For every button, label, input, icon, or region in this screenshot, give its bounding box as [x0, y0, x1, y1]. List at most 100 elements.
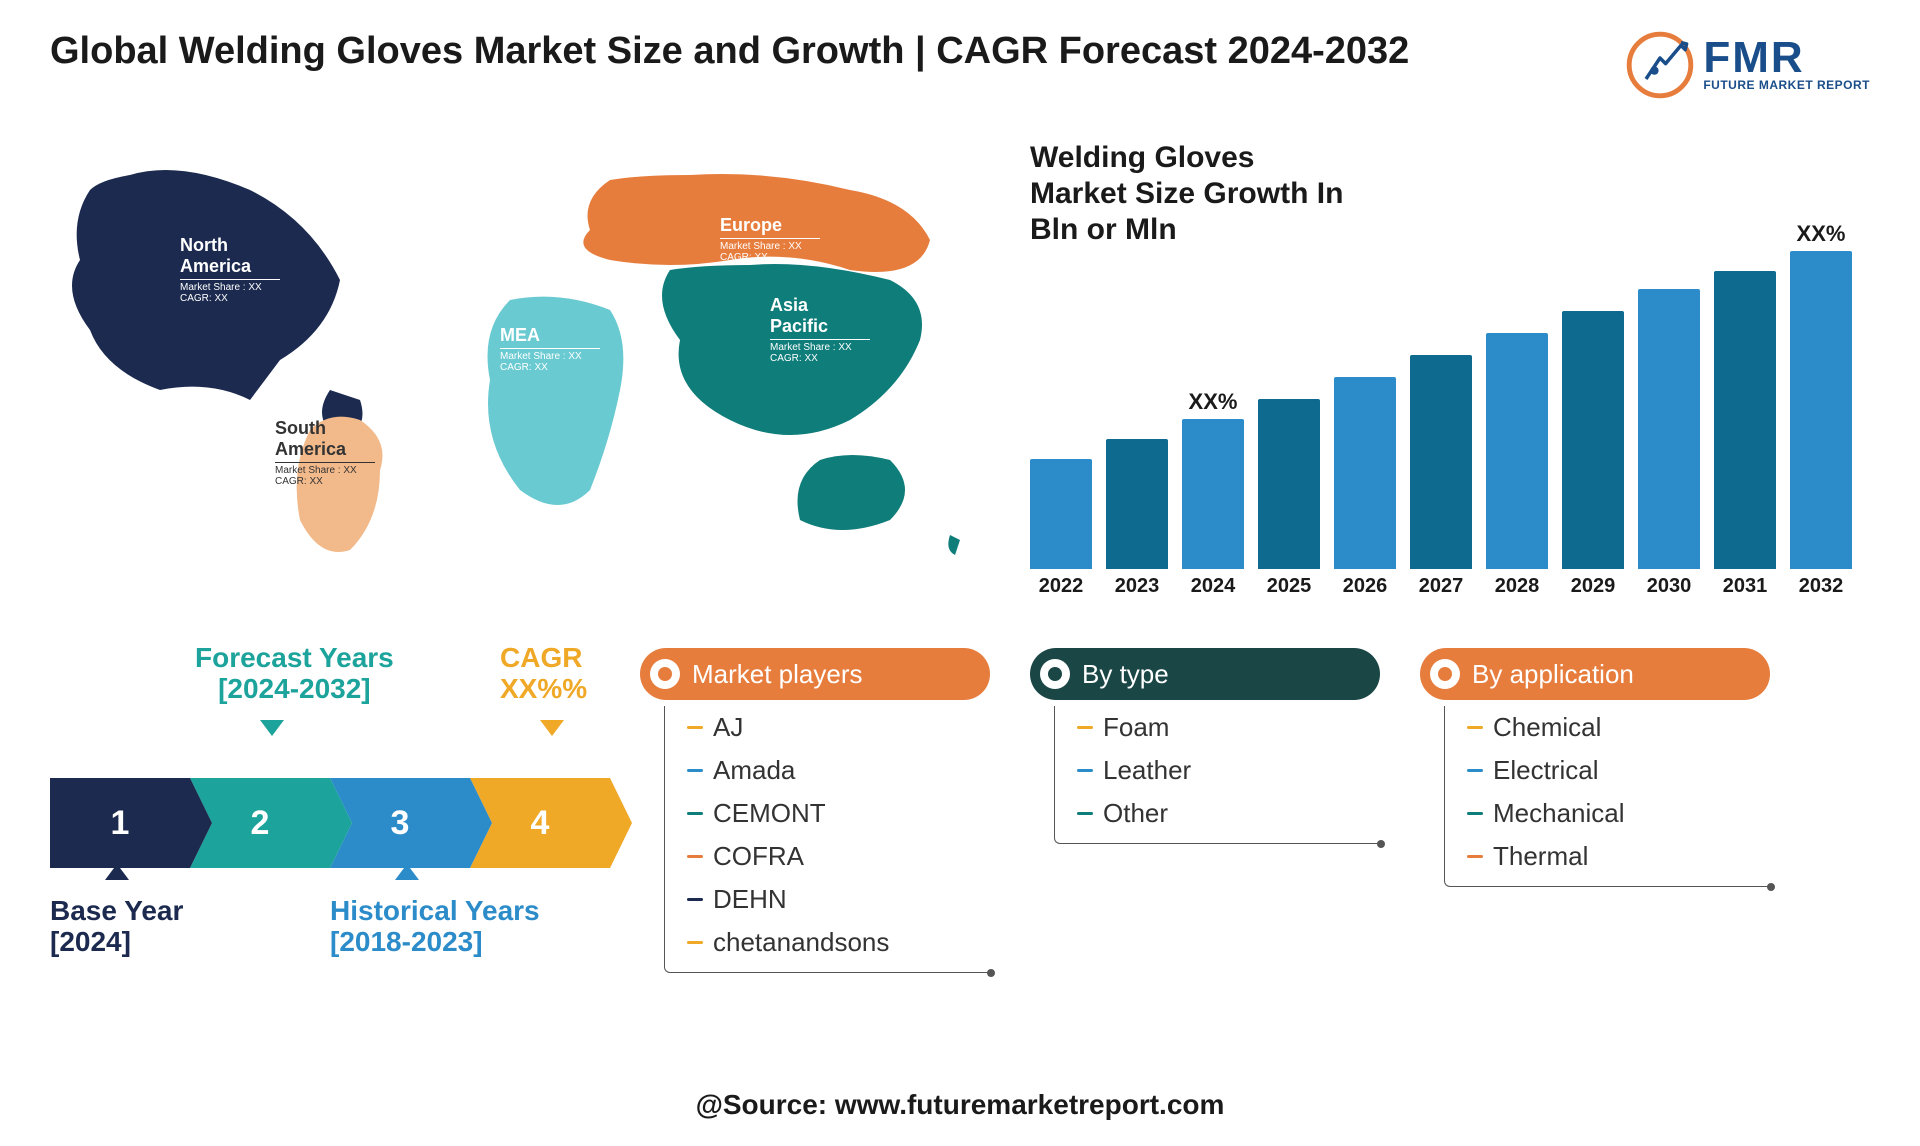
bar-column: 2022: [1030, 429, 1092, 598]
triangle-up-icon: [105, 864, 129, 880]
bullet-icon: [1077, 726, 1093, 729]
segment-column: Market players AJ Amada CEMONT COFRA DEH…: [640, 648, 990, 978]
segment-item: Electrical: [1445, 749, 1770, 792]
bullet-icon: [1467, 769, 1483, 772]
segment-column: By application Chemical Electrical Mecha…: [1420, 648, 1770, 978]
region-name: SouthAmerica: [275, 418, 375, 460]
region-share: Market Share : XX: [770, 342, 870, 353]
segment-list: AJ Amada CEMONT COFRA DEHN chetanandsons: [664, 706, 990, 973]
timeline-bar: 1234: [50, 778, 610, 868]
segment-item-text: Thermal: [1493, 841, 1588, 872]
region-share: Market Share : XX: [500, 351, 600, 362]
region-cagr: CAGR: XX: [770, 353, 870, 364]
region-cagr: CAGR: XX: [275, 476, 375, 487]
bar: [1106, 439, 1168, 569]
segment-item-text: Electrical: [1493, 755, 1598, 786]
region-cagr: CAGR: XX: [500, 362, 600, 373]
bar: [1790, 251, 1852, 569]
bar-year: 2027: [1419, 575, 1464, 598]
segment-item-text: AJ: [713, 712, 743, 743]
bar-top-label: [1742, 241, 1748, 267]
region-label: Europe Market Share : XX CAGR: XX: [720, 215, 820, 263]
segment-item: CEMONT: [665, 792, 990, 835]
segment-list: Chemical Electrical Mechanical Thermal: [1444, 706, 1770, 887]
segment-pill: Market players: [640, 648, 990, 700]
region-share: Market Share : XX: [720, 241, 820, 252]
bullet-icon: [687, 941, 703, 944]
timeline: Forecast Years [2024-2032] CAGR XX%% 123…: [50, 648, 610, 978]
segment-item: AJ: [665, 706, 990, 749]
bullet-icon: [687, 726, 703, 729]
region-name: MEA: [500, 325, 600, 346]
segment-item-text: Mechanical: [1493, 798, 1625, 829]
pill-dot-icon: [650, 659, 680, 689]
region-name: NorthAmerica: [180, 235, 280, 277]
segment-pill: By type: [1030, 648, 1380, 700]
region-label: AsiaPacific Market Share : XX CAGR: XX: [770, 295, 870, 364]
segment-title: By application: [1472, 659, 1634, 690]
region-label: MEA Market Share : XX CAGR: XX: [500, 325, 600, 373]
bar-top-label: [1666, 259, 1672, 285]
bar-top-label: [1058, 429, 1064, 455]
bar-column: 2030: [1638, 259, 1700, 598]
region-name: AsiaPacific: [770, 295, 870, 337]
bar: [1638, 289, 1700, 569]
segment-item-text: Chemical: [1493, 712, 1601, 743]
logo-text: FMR: [1703, 38, 1870, 78]
region-share: Market Share : XX: [180, 282, 280, 293]
bullet-icon: [1077, 769, 1093, 772]
segment-list: Foam Leather Other: [1054, 706, 1380, 844]
timeline-historical-label: Historical Years [2018-2023]: [330, 896, 540, 958]
segment-item-text: Other: [1103, 798, 1168, 829]
segment-item-text: DEHN: [713, 884, 787, 915]
segment-item: DEHN: [665, 878, 990, 921]
pill-dot-icon: [1040, 659, 1070, 689]
bar-year: 2032: [1799, 575, 1844, 598]
bar-column: 2031: [1714, 241, 1776, 598]
bar-year: 2031: [1723, 575, 1768, 598]
region-share: Market Share : XX: [275, 465, 375, 476]
segment-item: Mechanical: [1445, 792, 1770, 835]
bullet-icon: [687, 769, 703, 772]
timeline-segment: 1: [50, 778, 190, 868]
bullet-icon: [1467, 726, 1483, 729]
bar-top-label: [1362, 347, 1368, 373]
bar-year: 2030: [1647, 575, 1692, 598]
header: Global Welding Gloves Market Size and Gr…: [50, 30, 1870, 100]
segment-item-text: chetanandsons: [713, 927, 889, 958]
bar-year: 2026: [1343, 575, 1388, 598]
timeline-base-label: Base Year [2024]: [50, 896, 183, 958]
region-label: SouthAmerica Market Share : XX CAGR: XX: [275, 418, 375, 487]
bar: [1334, 377, 1396, 569]
bar-year: 2023: [1115, 575, 1160, 598]
bar-year: 2024: [1191, 575, 1236, 598]
bar-year: 2025: [1267, 575, 1312, 598]
pill-dot-icon: [1430, 659, 1460, 689]
bar: [1486, 333, 1548, 569]
bar: [1030, 459, 1092, 569]
segment-item-text: COFRA: [713, 841, 804, 872]
bar: [1410, 355, 1472, 569]
triangle-down-icon: [260, 720, 284, 736]
timeline-cagr-label: CAGR XX%%: [500, 643, 587, 705]
bars-container: 2022 2023 XX% 2024 2025 2026 2027 2028 2…: [1030, 258, 1870, 598]
chart-title-l1: Welding Gloves: [1030, 140, 1870, 176]
bar-top-label: XX%: [1189, 389, 1238, 415]
segment-item-text: CEMONT: [713, 798, 826, 829]
segment-column: By type Foam Leather Other: [1030, 648, 1380, 978]
bullet-icon: [1467, 812, 1483, 815]
segment-columns: Market players AJ Amada CEMONT COFRA DEH…: [640, 648, 1870, 978]
bar: [1182, 419, 1244, 569]
bar-column: XX% 2024: [1182, 389, 1244, 598]
bar-top-label: [1514, 303, 1520, 329]
bullet-icon: [1077, 812, 1093, 815]
bar-year: 2022: [1039, 575, 1084, 598]
segment-item: Amada: [665, 749, 990, 792]
segment-item: Chemical: [1445, 706, 1770, 749]
bar-column: 2025: [1258, 369, 1320, 598]
segment-item: chetanandsons: [665, 921, 990, 964]
logo-subtext: FUTURE MARKET REPORT: [1703, 78, 1870, 92]
source-text: @Source: www.futuremarketreport.com: [0, 1089, 1920, 1121]
bullet-icon: [687, 898, 703, 901]
bar-column: 2029: [1562, 281, 1624, 598]
